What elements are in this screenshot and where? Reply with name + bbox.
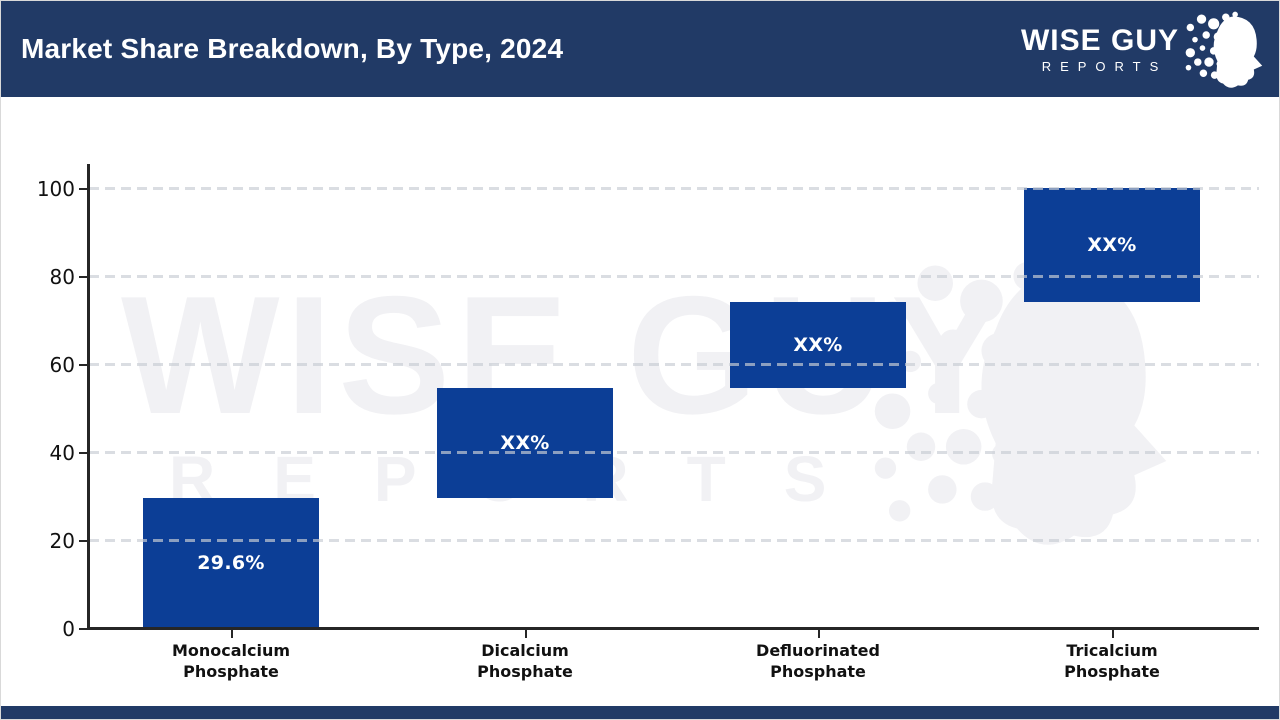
logo-text: WISE GUY REPORTS (1020, 23, 1179, 74)
gridline (89, 363, 1259, 366)
x-tick (1112, 630, 1114, 638)
logo-wordmark: WISE GUY (1020, 23, 1179, 57)
y-tick-label: 40 (49, 441, 75, 465)
y-tick (79, 188, 87, 190)
gridline (89, 451, 1259, 454)
footer-bar (1, 706, 1279, 719)
y-axis (87, 164, 90, 630)
x-tick (525, 630, 527, 638)
bar-segment: XX% (437, 388, 613, 498)
y-tick-label: 100 (36, 177, 75, 201)
y-tick (79, 276, 87, 278)
category-label: Monocalcium Phosphate (171, 641, 291, 681)
page-title: Market Share Breakdown, By Type, 2024 (21, 33, 564, 64)
gridline (89, 539, 1259, 542)
header-bar: Market Share Breakdown, By Type, 2024 WI… (1, 1, 1279, 97)
y-tick-label: 80 (49, 265, 75, 289)
bar-value-label: XX% (1087, 234, 1137, 257)
category-label: Defluorinated Phosphate (756, 641, 880, 681)
y-tick (79, 452, 87, 454)
bar-value-label: 29.6% (197, 551, 265, 574)
y-tick-label: 20 (49, 529, 75, 553)
y-tick (79, 540, 87, 542)
y-tick (79, 364, 87, 366)
x-tick (818, 630, 820, 638)
category-label: Tricalcium Phosphate (1064, 641, 1160, 681)
bar-segment: 29.6% (143, 497, 319, 628)
y-tick-label: 0 (62, 617, 75, 641)
gridline (89, 275, 1259, 278)
bar-segment: XX% (730, 302, 906, 389)
logo-subtitle: REPORTS (1041, 58, 1168, 74)
y-tick (79, 628, 87, 630)
wiseguy-logo: WISE GUY REPORTS (1021, 8, 1265, 90)
x-axis (89, 627, 1259, 630)
bar-value-label: XX% (500, 431, 550, 454)
bar-value-label: XX% (793, 334, 843, 357)
y-tick-label: 60 (49, 353, 75, 377)
category-label: Dicalcium Phosphate (477, 641, 573, 681)
bar-segment: XX% (1024, 188, 1200, 303)
x-tick (231, 630, 233, 638)
logo-head-icon (1185, 11, 1263, 88)
gridline (89, 187, 1259, 190)
